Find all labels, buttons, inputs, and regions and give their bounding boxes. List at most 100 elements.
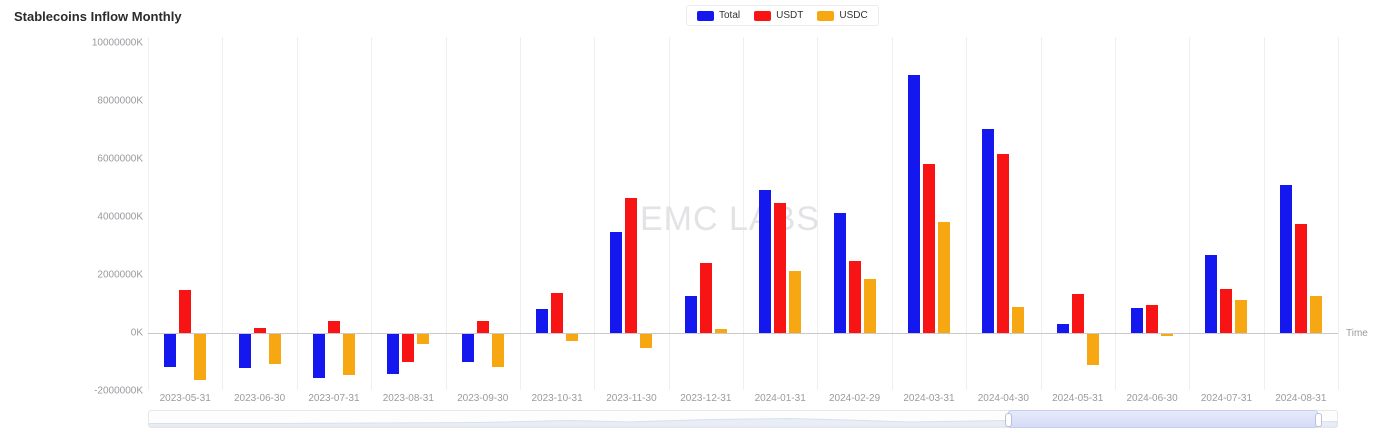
bar-total-2024-05-31[interactable]: [1056, 324, 1069, 333]
bar-usdt-2024-05-31[interactable]: [1071, 293, 1084, 333]
bar-total-2023-12-31[interactable]: [684, 295, 697, 333]
bar-total-2023-05-31[interactable]: [164, 334, 177, 368]
bar-usdc-2024-08-31[interactable]: [1309, 295, 1322, 333]
y-axis-tick-label: 10000000K: [91, 37, 143, 49]
bar-usdc-2023-09-30[interactable]: [491, 334, 504, 367]
gridline-vertical: [891, 37, 893, 390]
gridline-vertical: [222, 37, 224, 390]
x-axis-tick-label: 2023-09-30: [457, 393, 509, 404]
legend-swatch-usdt: [754, 10, 772, 21]
bar-usdt-2023-06-30[interactable]: [253, 327, 266, 333]
gridline-vertical: [1040, 37, 1042, 390]
bar-total-2023-06-30[interactable]: [238, 334, 251, 368]
datazoom-slider[interactable]: [148, 410, 1338, 428]
bar-usdt-2023-05-31[interactable]: [179, 289, 192, 333]
bar-usdc-2023-11-30[interactable]: [640, 334, 653, 348]
legend-label: USDT: [776, 10, 804, 21]
bar-usdt-2023-12-31[interactable]: [699, 262, 712, 333]
y-axis-tick-label: -2000000K: [94, 385, 143, 397]
bar-usdc-2024-05-31[interactable]: [1086, 334, 1099, 365]
bar-total-2024-02-29[interactable]: [833, 212, 846, 333]
bar-usdt-2023-07-31[interactable]: [327, 320, 340, 333]
legend-swatch-total: [697, 10, 714, 21]
bar-total-2024-08-31[interactable]: [1279, 185, 1292, 333]
bar-usdt-2024-06-30[interactable]: [1146, 305, 1159, 333]
legend-label: USDC: [839, 10, 868, 21]
chart-legend: Total USDT USDC: [686, 5, 879, 26]
x-axis-tick-label: 2024-03-31: [903, 393, 955, 404]
gridline-vertical: [1114, 37, 1116, 390]
bar-usdc-2023-10-31[interactable]: [566, 334, 579, 341]
bar-usdc-2023-07-31[interactable]: [342, 334, 355, 375]
legend-item-total[interactable]: Total: [697, 10, 740, 21]
gridline-vertical: [594, 37, 596, 390]
watermark-text: EMC LABS: [640, 200, 820, 238]
gridline-vertical: [296, 37, 298, 390]
x-axis-tick-label: 2023-10-31: [531, 393, 583, 404]
bar-usdt-2024-04-30[interactable]: [997, 154, 1010, 333]
bar-total-2023-11-30[interactable]: [610, 231, 623, 333]
bar-total-2024-04-30[interactable]: [982, 128, 995, 333]
bar-total-2023-08-31[interactable]: [387, 334, 400, 375]
x-axis-tick-label: 2023-06-30: [233, 393, 286, 404]
x-axis-tick-label: 2024-06-30: [1126, 393, 1178, 404]
bar-usdc-2023-06-30[interactable]: [268, 334, 281, 365]
x-axis-title: Time: [1346, 328, 1368, 339]
bar-usdt-2024-08-31[interactable]: [1294, 223, 1307, 333]
y-axis-tick-label: 0K: [130, 327, 143, 339]
y-axis-tick-label: 6000000K: [97, 153, 143, 165]
x-axis-tick-label: 2023-08-31: [382, 393, 434, 404]
y-axis-tick-label: 2000000K: [97, 269, 143, 281]
bar-total-2024-07-31[interactable]: [1205, 254, 1218, 333]
bar-usdc-2023-05-31[interactable]: [194, 334, 207, 381]
gridline-vertical: [1263, 37, 1265, 390]
bar-usdt-2024-07-31[interactable]: [1220, 288, 1233, 333]
bar-usdt-2023-08-31[interactable]: [402, 334, 415, 363]
gridline-vertical: [371, 37, 373, 390]
bar-usdc-2023-08-31[interactable]: [417, 334, 430, 345]
legend-item-usdc[interactable]: USDC: [817, 10, 868, 21]
gridline-vertical: [1338, 37, 1339, 390]
datazoom-selection-window[interactable]: [1008, 410, 1318, 428]
bar-total-2024-03-31[interactable]: [907, 75, 920, 333]
bar-usdt-2023-11-30[interactable]: [625, 197, 638, 333]
gridline-vertical: [148, 37, 149, 390]
x-axis-tick-label: 2024-07-31: [1200, 393, 1253, 404]
bar-usdt-2023-09-30[interactable]: [476, 321, 489, 333]
gridline-vertical: [519, 37, 521, 390]
datazoom-left-handle[interactable]: [1005, 413, 1013, 427]
bar-usdc-2024-07-31[interactable]: [1235, 300, 1248, 333]
bar-usdt-2024-01-31[interactable]: [774, 202, 787, 333]
bar-usdc-2024-01-31[interactable]: [789, 270, 802, 333]
gridline-vertical: [445, 37, 447, 390]
bar-usdc-2023-12-31[interactable]: [714, 328, 727, 333]
x-axis-tick-label: 2023-11-30: [606, 393, 657, 404]
bar-total-2024-01-31[interactable]: [759, 190, 772, 333]
x-axis-tick-label: 2023-07-31: [308, 393, 360, 404]
gridline-vertical: [743, 37, 744, 390]
bar-usdt-2024-02-29[interactable]: [848, 260, 861, 333]
bar-usdc-2024-04-30[interactable]: [1012, 306, 1025, 333]
legend-item-usdt[interactable]: USDT: [754, 10, 803, 21]
bar-total-2023-09-30[interactable]: [461, 334, 474, 363]
x-axis-tick-label: 2024-01-31: [754, 393, 806, 404]
legend-label: Total: [719, 10, 741, 21]
bar-usdc-2024-06-30[interactable]: [1161, 334, 1174, 337]
datazoom-right-handle[interactable]: [1314, 413, 1322, 427]
bar-usdt-2023-10-31[interactable]: [551, 292, 564, 333]
x-axis-tick-label: 2024-08-31: [1275, 393, 1327, 404]
bar-total-2023-07-31[interactable]: [312, 334, 325, 378]
bar-usdt-2024-03-31[interactable]: [922, 163, 935, 333]
legend-swatch-usdc: [817, 10, 835, 21]
bar-usdc-2024-02-29[interactable]: [863, 278, 876, 333]
bar-usdc-2024-03-31[interactable]: [937, 221, 950, 333]
page-title: Stablecoins Inflow Monthly: [14, 9, 182, 24]
y-axis-tick-label: 8000000K: [97, 95, 143, 107]
bar-total-2024-06-30[interactable]: [1131, 308, 1144, 333]
gridline-vertical: [668, 37, 670, 390]
bar-total-2023-10-31[interactable]: [536, 309, 549, 333]
x-axis-tick-label: 2024-02-29: [828, 393, 881, 404]
y-axis-tick-label: 4000000K: [97, 211, 143, 223]
x-axis-tick-label: 2023-05-31: [159, 393, 211, 404]
